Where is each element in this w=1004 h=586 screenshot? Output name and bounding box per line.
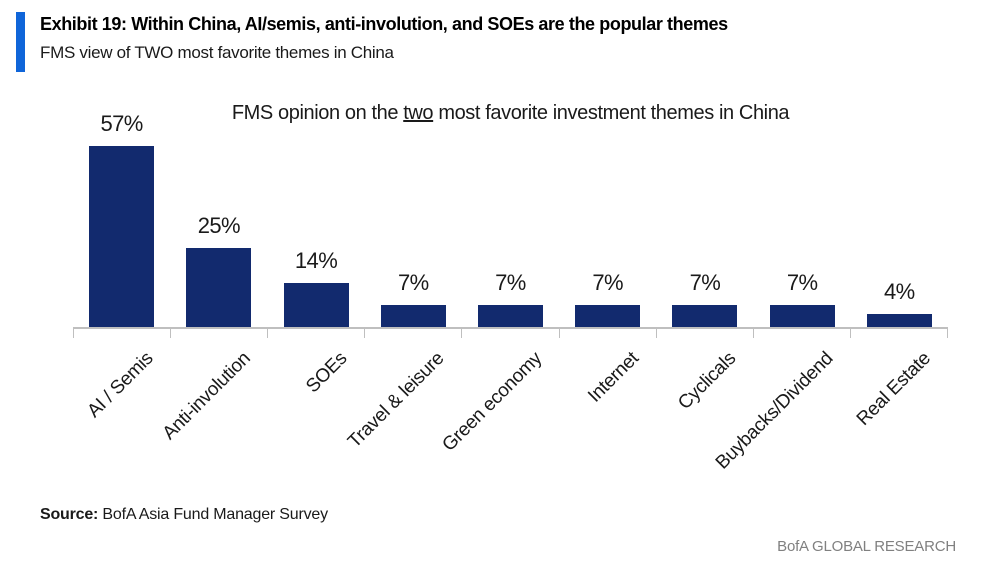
axis-tick	[752, 329, 850, 338]
axis-tick	[558, 329, 656, 338]
bar-column: 7%	[656, 270, 753, 327]
axis-tick	[267, 329, 364, 338]
x-axis-tick-row	[73, 329, 948, 338]
bar-value-label: 4%	[884, 279, 915, 304]
bar	[477, 305, 543, 327]
bar	[186, 248, 252, 327]
source-note: Source: BofA Asia Fund Manager Survey	[40, 506, 1004, 524]
bar-value-label: 57%	[100, 111, 143, 136]
bar-column: 7%	[754, 270, 851, 327]
axis-tick	[461, 329, 558, 338]
bar	[866, 314, 932, 327]
bar-value-label: 7%	[592, 270, 623, 295]
x-axis-label-row: AI / Semis Anti-involution SOEs Travel & le…	[73, 338, 948, 496]
bar-value-label: 25%	[197, 213, 241, 238]
chart-title-suffix: most favorite investment themes in China	[433, 102, 790, 124]
chart-title-underlined-word: two	[403, 102, 434, 124]
bar-value-label: 14%	[294, 248, 338, 273]
bar-value-label: 7%	[689, 270, 721, 295]
bar	[283, 283, 349, 327]
branding-text: BofA GLOBAL RESEARCH	[777, 538, 956, 555]
bar-column: 14%	[267, 248, 364, 327]
x-axis-label: Internet	[584, 348, 644, 407]
exhibit-title-block: Exhibit 19: Within China, AI/semis, anti…	[40, 12, 728, 72]
bar-column: 4%	[851, 279, 948, 327]
chart-title: FMS opinion on the two most favorite inv…	[73, 102, 948, 125]
bar-value-label: 7%	[786, 270, 818, 295]
axis-tick	[655, 329, 753, 338]
x-axis-label: Anti-involution	[158, 348, 255, 445]
chart-title-prefix: FMS opinion on the	[231, 102, 404, 124]
bar	[380, 305, 446, 327]
bar-column: 7%	[559, 270, 656, 327]
x-axis-label: Real Estate	[852, 348, 935, 430]
x-axis-label: Cyclicals	[674, 348, 741, 414]
bar-column: 25%	[170, 213, 267, 327]
exhibit-title: Exhibit 19: Within China, AI/semis, anti…	[40, 14, 728, 34]
x-axis-label: AI / Semis	[83, 348, 158, 422]
exhibit-accent-bar	[16, 12, 25, 72]
bar-column: 57%	[73, 111, 170, 327]
axis-tick	[849, 329, 947, 338]
exhibit-subtitle: FMS view of TWO most favorite themes in …	[40, 42, 394, 62]
bar	[575, 305, 641, 327]
source-label: Source:	[40, 506, 99, 523]
bar-column: 7%	[462, 270, 559, 327]
axis-tick	[73, 329, 170, 338]
bar-value-label: 7%	[495, 270, 526, 295]
x-axis-label: SOEs	[302, 348, 352, 398]
source-text: BofA Asia Fund Manager Survey	[102, 506, 328, 523]
x-axis-label: Travel & leisure	[344, 348, 449, 453]
axis-tick	[170, 329, 267, 338]
exhibit-header: Exhibit 19: Within China, AI/semis, anti…	[16, 12, 1004, 72]
bar	[672, 305, 738, 327]
bar	[769, 305, 835, 327]
x-axis-label: Green economy	[438, 348, 546, 456]
plot-area: 57% 25% 14% 7% 7% 7% 7% 7% 4%	[73, 102, 948, 329]
bar-column: 7%	[365, 270, 462, 327]
axis-tick	[364, 329, 461, 338]
bar	[89, 146, 155, 327]
bar-value-label: 7%	[397, 270, 429, 295]
bar-chart: FMS opinion on the two most favorite inv…	[0, 102, 1004, 496]
